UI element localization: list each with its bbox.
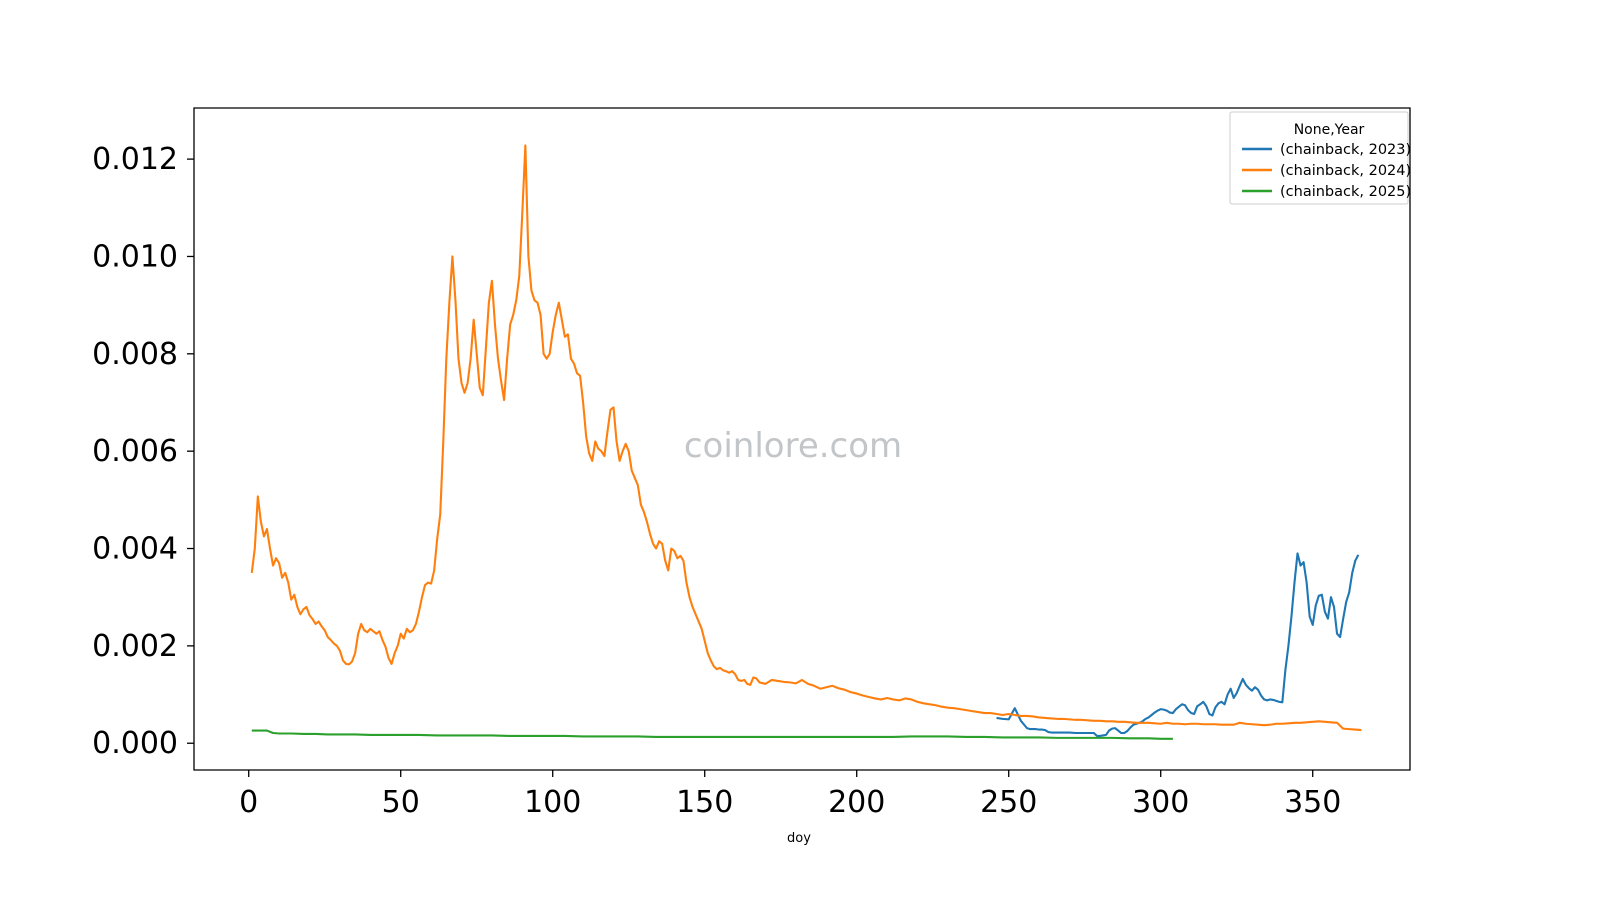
y-tick-label: 0.002 (92, 629, 178, 664)
series-line-2 (251, 729, 1173, 740)
y-tick-label: 0.008 (92, 337, 178, 372)
x-tick-label: 50 (382, 785, 420, 820)
x-tick-label: 300 (1132, 785, 1189, 820)
y-tick-label: 0.004 (92, 532, 178, 567)
series-line-0 (996, 552, 1360, 737)
x-tick-label: 250 (980, 785, 1037, 820)
legend-entry-2[interactable]: (chainback, 2025) (1280, 184, 1411, 200)
legend-box (1229, 111, 1409, 205)
x-axis-label: doy (787, 831, 811, 846)
y-tick-label: 0.006 (92, 434, 178, 469)
y-tick-label: 0.000 (92, 726, 178, 761)
x-tick-label: 350 (1284, 785, 1341, 820)
y-tick-label: 0.012 (92, 142, 178, 177)
x-tick-label: 150 (676, 785, 733, 820)
x-tick-label: 200 (828, 785, 885, 820)
plot-frame (193, 107, 1411, 771)
x-tick-label: 100 (524, 785, 581, 820)
legend-entry-1[interactable]: (chainback, 2024) (1280, 163, 1411, 179)
legend-entry-0[interactable]: (chainback, 2023) (1280, 142, 1411, 158)
legend-title: None,Year (1294, 122, 1365, 138)
y-tick-label: 0.010 (92, 239, 178, 274)
watermark-coinlore: coinlore.com (684, 426, 902, 466)
series-line-1 (250, 144, 1362, 732)
x-tick-label: 0 (239, 785, 258, 820)
